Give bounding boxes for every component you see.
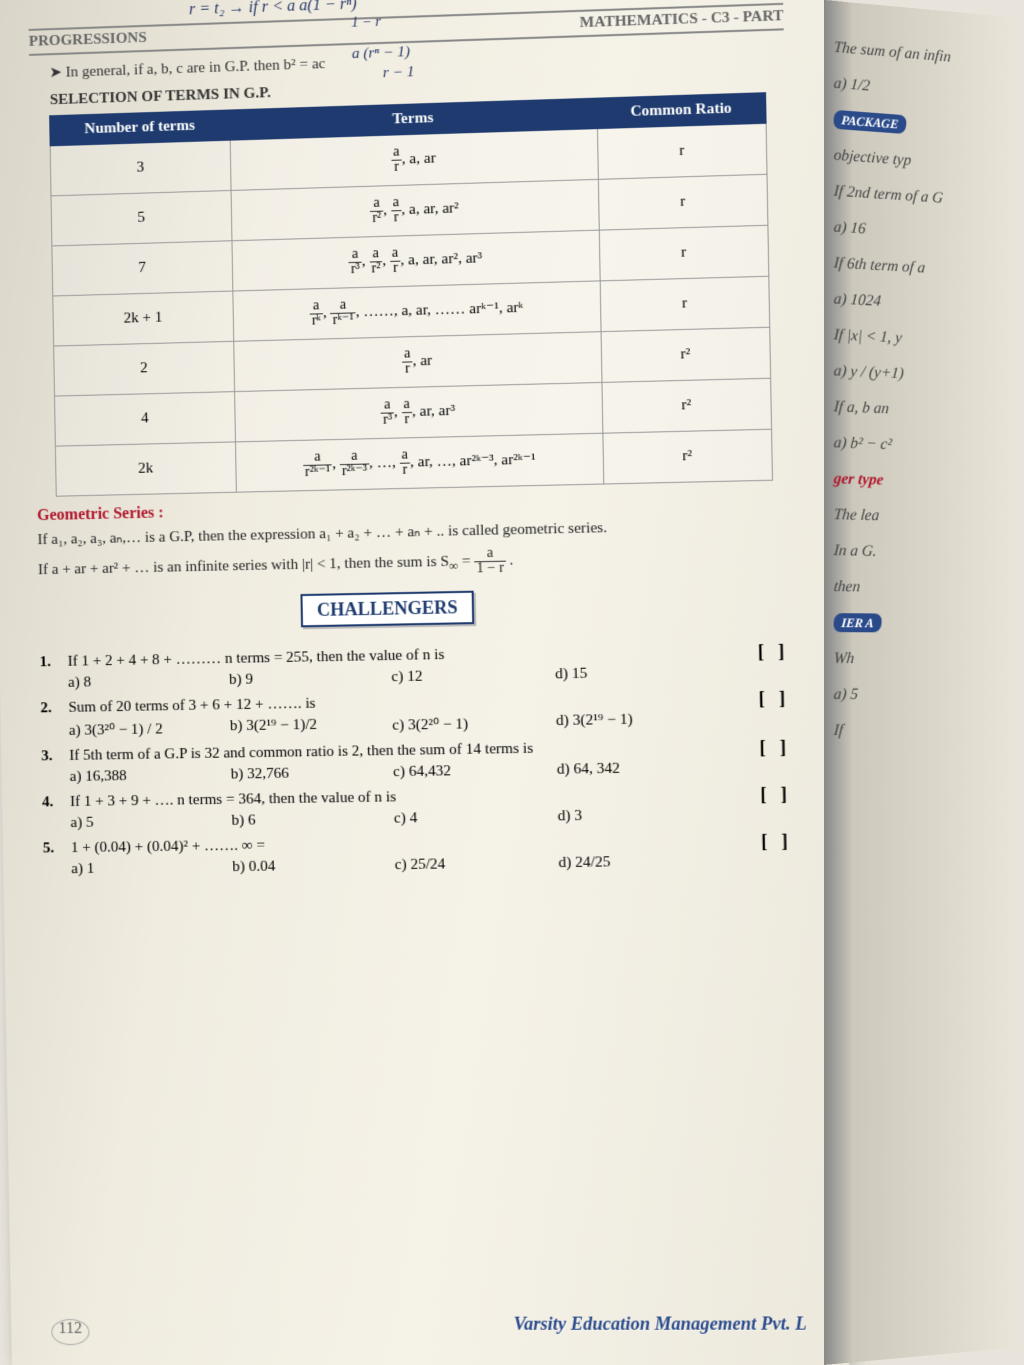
cell-n: 2k: [55, 442, 237, 496]
cell-ratio: r: [598, 174, 767, 230]
option: a) 5: [70, 813, 191, 832]
answer-bracket: [ ]: [758, 640, 785, 662]
option: d) 24/25: [558, 853, 682, 872]
cell-n: 2: [53, 341, 235, 396]
handwritten-annotation-3: a (rⁿ − 1): [352, 44, 410, 63]
option: d) 3(2¹⁹ − 1): [556, 710, 680, 731]
option: b) 3(2¹⁹ − 1)/2: [230, 716, 352, 737]
rp-fracy: a) y / (y+1): [833, 362, 1004, 387]
handwritten-annotation-2: 1 − r: [351, 15, 381, 32]
cell-ratio: r²: [601, 327, 770, 382]
cell-n: 2k + 1: [52, 291, 234, 346]
option: d) 3: [558, 806, 682, 825]
cell-ratio: r: [600, 276, 769, 331]
cell-n: 4: [54, 392, 236, 447]
cell-n: 3: [50, 140, 232, 196]
option: b) 0.04: [232, 857, 354, 876]
cell-n: 7: [51, 241, 233, 296]
header-right: MATHEMATICS - C3 - PART: [580, 8, 784, 32]
page-number: 112: [51, 1319, 90, 1345]
rp-line1: objective typ: [833, 147, 1004, 177]
rp-line3: If 6th term of a: [833, 255, 1004, 282]
rp-optb2: a) b² − c²: [833, 434, 1004, 457]
rp-line2: If 2nd term of a G: [833, 183, 1004, 212]
question: 5. 1 + (0.04) + (0.04)² + ……. ∞ = a) 1b)…: [43, 830, 799, 878]
header-left: PROGRESSIONS: [29, 30, 147, 51]
questions-block: 1. If 1 + 2 + 4 + 8 + ……… n terms = 255,…: [39, 640, 798, 878]
cell-ratio: r²: [603, 429, 772, 484]
question: 3. If 5th term of a G.P is 32 and common…: [41, 736, 797, 786]
rp-opt1024: a) 1024: [833, 291, 1004, 317]
cell-terms: ar, ar: [234, 332, 602, 392]
option: b) 9: [229, 669, 351, 688]
right-page-sliver: The sum of an infin a) 1/2 PACKAGE objec…: [824, 0, 1012, 1365]
option: a) 8: [68, 672, 189, 691]
answer-bracket: [ ]: [758, 687, 785, 709]
cell-ratio: r²: [602, 378, 771, 433]
options-row: a) 1 b) 0.04 c) 25/24 d) 24/25: [71, 851, 798, 877]
question-number: 2.: [40, 699, 68, 716]
option: b) 6: [231, 811, 353, 830]
rp-if: If: [833, 721, 1004, 740]
challengers-heading: CHALLENGERS: [300, 590, 474, 627]
option: c) 64,432: [393, 762, 516, 781]
answer-bracket: [ ]: [760, 783, 787, 805]
cell-terms: ar²ᵏ⁻¹, ar²ᵏ⁻³, …, ar, ar, …, ar²ᵏ⁻³, ar…: [236, 433, 604, 492]
answer-bracket: [ ]: [761, 830, 788, 852]
rp-inag: In a G.: [833, 542, 1004, 563]
geom-line2-prefix: If a + ar + ar² + … is an infinite serie…: [38, 553, 441, 577]
question: 4. If 1 + 3 + 9 + …. n terms = 364, then…: [42, 783, 798, 832]
intro-text: In general, if a, b, c are in G.P. then …: [66, 56, 326, 81]
rp-wh: Wh: [833, 650, 1004, 668]
option: b) 32,766: [231, 764, 353, 783]
left-page: r = t₂ → if r < a a(1 − rⁿ) 1 − r a (rⁿ …: [0, 0, 849, 1365]
cell-ratio: r: [597, 123, 766, 179]
option: d) 64, 342: [557, 759, 681, 778]
option: a) 1: [71, 859, 192, 878]
rp-opt16: a) 16: [833, 219, 1004, 247]
question: 2. Sum of 20 terms of 3 + 6 + 12 + ……. i…: [40, 687, 796, 740]
question-number: 4.: [42, 793, 70, 810]
option: d) 15: [555, 664, 679, 683]
option: c) 25/24: [395, 855, 518, 874]
handwritten-annotation-4: r − 1: [383, 64, 415, 82]
option: c) 12: [391, 666, 514, 685]
rp-gertype: ger type: [833, 470, 1004, 492]
handwritten-annotation-1: r = t₂ → if r < a a(1 − rⁿ): [189, 0, 357, 19]
option: c) 4: [394, 808, 517, 827]
rp-then: then: [833, 578, 1004, 598]
question-number: 5.: [43, 840, 71, 857]
rp-opt-a: a) 1/2: [833, 75, 1004, 106]
option: a) 3(3²⁰ − 1) / 2: [69, 718, 190, 739]
gp-terms-table: Number of terms Terms Common Ratio 3 ar,…: [49, 92, 773, 497]
rp-line5: If a, b an: [833, 398, 1004, 422]
rp-thelea: The lea: [833, 506, 1004, 528]
cell-n: 5: [51, 190, 233, 246]
ier-badge: IER A: [833, 613, 882, 632]
rp-a5: a) 5: [833, 686, 1004, 704]
rp-line4: If |x| < 1, y: [833, 326, 1004, 352]
option: c) 3(2²⁰ − 1): [392, 713, 515, 734]
answer-bracket: [ ]: [759, 736, 786, 758]
question: 1. If 1 + 2 + 4 + 8 + ……… n terms = 255,…: [39, 640, 795, 692]
cell-terms: ar³, ar, ar, ar³: [235, 382, 603, 441]
rp-top1: The sum of an infin: [833, 39, 1004, 71]
footer-publisher: Varsity Education Management Pvt. L: [514, 1313, 807, 1335]
question-number: 3.: [41, 747, 69, 764]
option: a) 16,388: [70, 767, 191, 786]
package-badge: PACKAGE: [833, 110, 907, 134]
question-number: 1.: [39, 653, 67, 671]
cell-ratio: r: [599, 225, 768, 281]
